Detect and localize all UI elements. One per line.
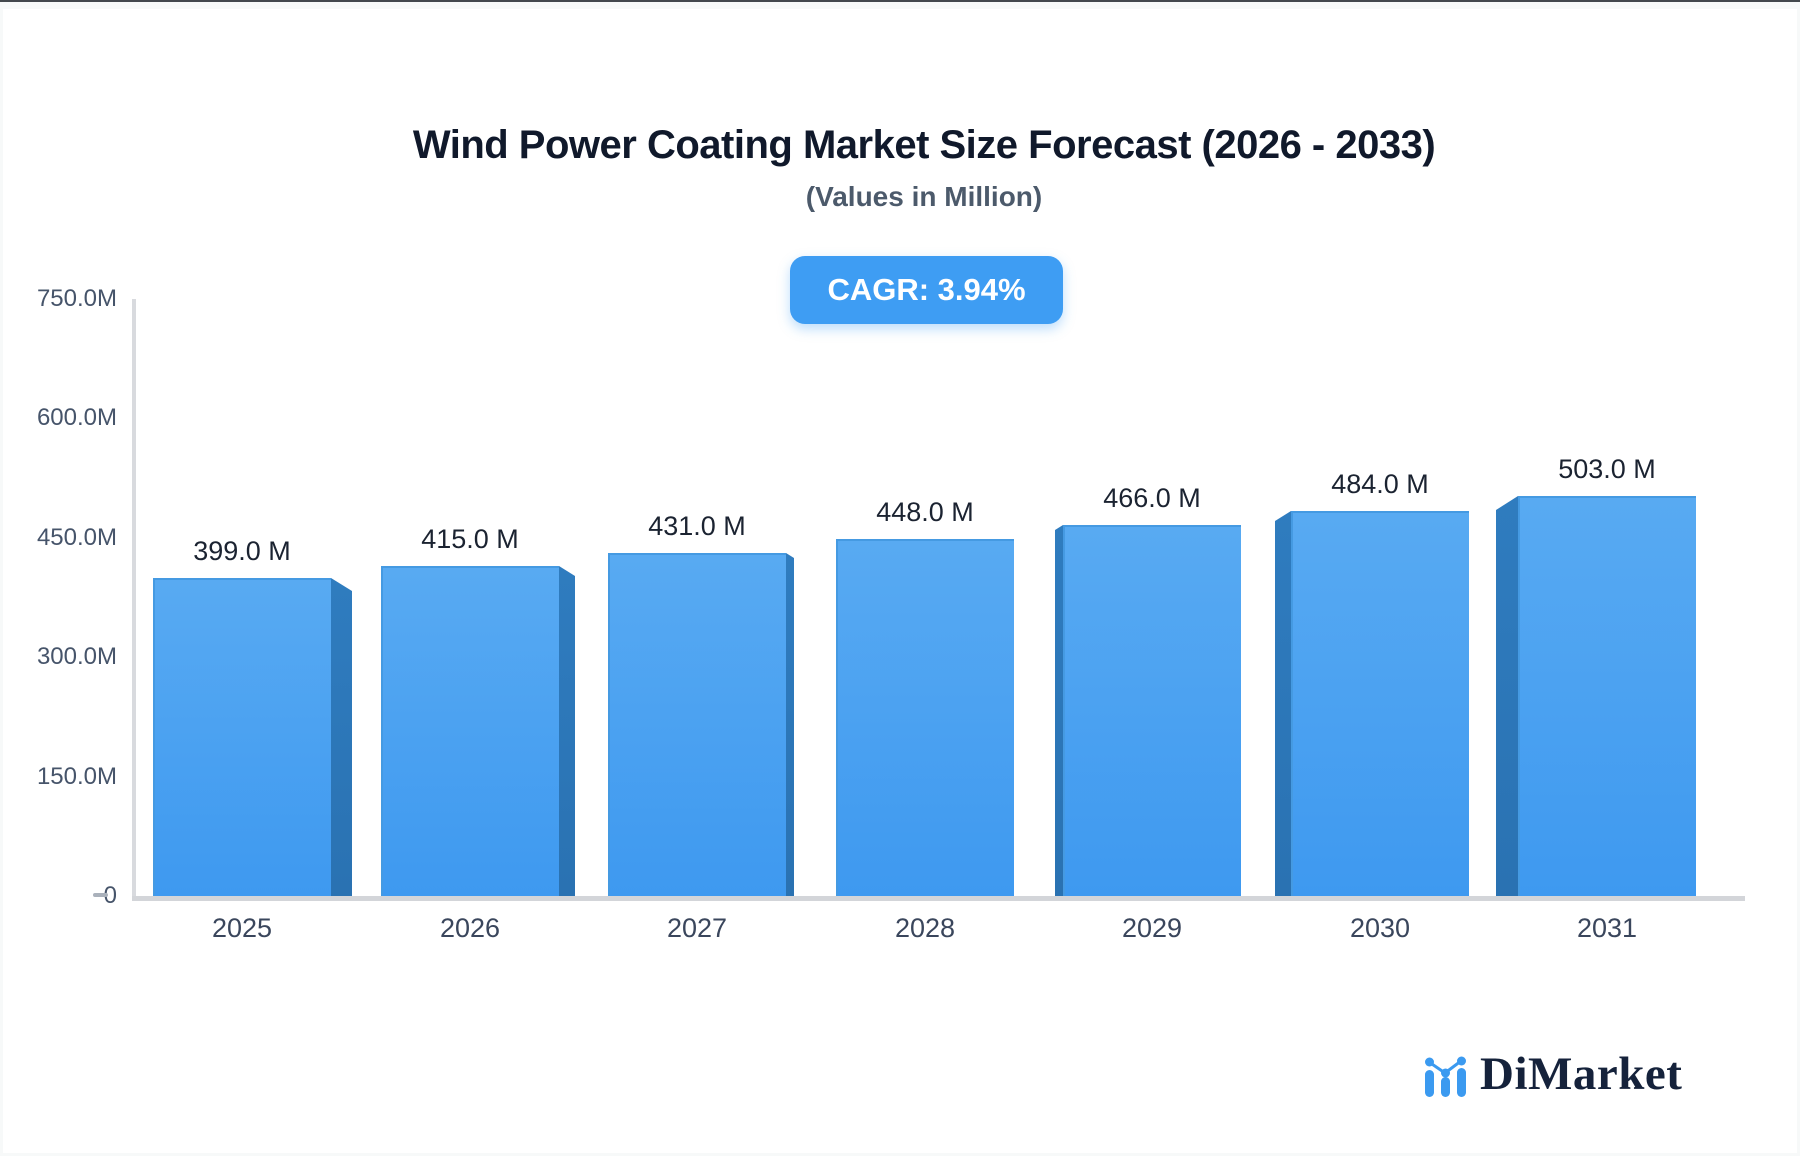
bar-value-label: 399.0 M <box>193 536 291 566</box>
x-axis-label: 2026 <box>439 913 501 943</box>
bar-2026[interactable] <box>381 566 559 896</box>
y-tick-label: 450.0M <box>36 523 117 551</box>
bar-side-face <box>1055 525 1063 896</box>
bar-value-label: 431.0 M <box>648 511 746 541</box>
bar-2027[interactable] <box>608 553 786 896</box>
y-tick-label: 750.0M <box>36 285 117 312</box>
bar-side-face <box>1496 496 1518 896</box>
y-axis-line <box>132 299 136 896</box>
chart-card: Wind Power Coating Market Size Forecast … <box>3 9 1797 1153</box>
bar-2028[interactable] <box>836 539 1014 896</box>
y-tick-label: 300.0M <box>36 643 117 671</box>
bar-side-face <box>559 566 575 896</box>
x-axis-label: 2031 <box>1576 913 1638 943</box>
x-axis-label: 2029 <box>1121 913 1183 943</box>
bar-value-label: 448.0 M <box>876 497 974 527</box>
bar-side-face <box>1275 511 1291 896</box>
dimarket-logo-icon <box>1425 1056 1466 1097</box>
bar-value-label: 466.0 M <box>1103 483 1201 513</box>
x-axis-label: 2025 <box>211 913 273 943</box>
bar-2025[interactable] <box>153 578 331 896</box>
brand-name: DiMarket <box>1480 1048 1683 1100</box>
bar-side-face <box>331 578 352 896</box>
y-tick-label: 0 <box>103 882 117 909</box>
x-axis-label: 2030 <box>1349 913 1411 943</box>
x-axis-label: 2028 <box>894 913 956 943</box>
bar-2031[interactable] <box>1518 496 1696 896</box>
bar-side-face <box>786 553 794 896</box>
chart-subtitle: (Values in Million) <box>805 181 1043 212</box>
bar-value-label: 484.0 M <box>1331 469 1429 499</box>
y-tick-label: 600.0M <box>36 404 117 432</box>
chart-title: Wind Power Coating Market Size Forecast … <box>412 123 1436 167</box>
x-axis-line <box>132 896 1745 901</box>
zero-tick-mark <box>93 893 108 897</box>
bar-2030[interactable] <box>1291 511 1469 896</box>
bar-value-label: 415.0 M <box>421 524 519 554</box>
y-tick-label: 150.0M <box>36 762 117 790</box>
plot-area: 399.0 M 2025 415.0 M 2026 431.0 M 2027 448.0 M… <box>132 299 1745 943</box>
cagr-badge: CAGR: 3.94% <box>790 256 1063 324</box>
x-axis-label: 2027 <box>666 913 728 943</box>
brand-logo: DiMarket <box>1423 1047 1682 1099</box>
bar-2029[interactable] <box>1063 525 1241 896</box>
bar-value-label: 503.0 M <box>1558 454 1656 484</box>
